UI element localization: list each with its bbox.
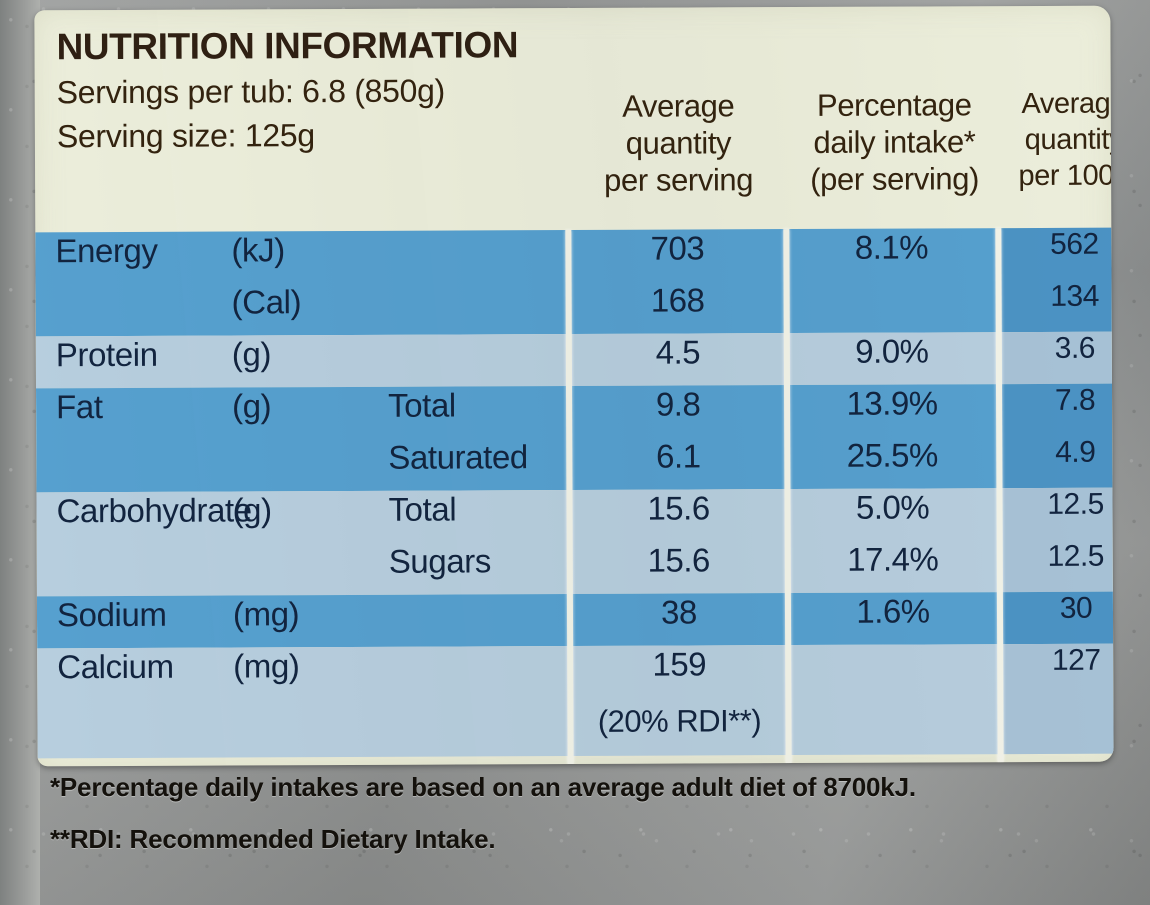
table-row: Carbohydrate (g) Total 15.6 5.0% 12.5 <box>36 488 1112 545</box>
row-sub-label: Total <box>388 386 456 424</box>
row-nutrient-name: Fat <box>56 388 103 426</box>
table-row: Sugars 15.6 17.4% 12.5 <box>37 540 1113 597</box>
row-value-per-serving: 38 <box>661 593 697 631</box>
row-value-per-serving: 159 <box>652 645 707 683</box>
panel-header: NUTRITION INFORMATION Servings per tub: … <box>34 6 1114 225</box>
row-nutrient-name: Calcium <box>57 647 174 686</box>
row-value-daily-intake: 25.5% <box>846 436 938 474</box>
row-value-per-100g: 562 <box>1050 227 1099 261</box>
row-value-daily-intake: 13.9% <box>846 384 938 422</box>
row-value-daily-intake: 9.0% <box>855 332 929 370</box>
row-value-per-100g: 134 <box>1050 279 1099 313</box>
table-row: Calcium (mg) 159 127 <box>37 644 1113 701</box>
nutrition-table: Energy (kJ) 703 8.1% 562 (Cal) 168 134 Protein (g… <box>35 227 1114 767</box>
nutrition-information-panel: NUTRITION INFORMATION Servings per tub: … <box>34 5 1114 767</box>
row-value-per-serving: 15.6 <box>647 541 710 579</box>
row-nutrient-name: Sodium <box>56 595 167 634</box>
column-header-per-serving-line1: Average <box>622 88 735 124</box>
column-header-per-100g-line3: per 100g <box>1018 159 1114 193</box>
table-rows: Energy (kJ) 703 8.1% 562 (Cal) 168 134 Protein (g… <box>35 228 1111 739</box>
row-unit: (mg) <box>232 595 300 633</box>
column-header-per-100g-line2: quantity <box>1024 123 1114 157</box>
row-nutrient-name: Energy <box>55 231 158 270</box>
row-unit: (g) <box>232 491 272 529</box>
column-header-per-100g: Average quantity per 100g <box>1001 85 1114 194</box>
row-value-per-100g: 4.9 <box>1055 435 1096 469</box>
page-title: NUTRITION INFORMATION <box>56 24 519 68</box>
table-row: Saturated 6.1 25.5% 4.9 <box>36 436 1112 493</box>
row-value-per-serving: 703 <box>650 229 705 267</box>
serving-size: Serving size: 125g <box>56 117 315 155</box>
row-value-per-100g: 30 <box>1059 591 1093 625</box>
row-unit: (kJ) <box>231 231 285 269</box>
row-unit: (mg) <box>233 647 300 685</box>
row-value-per-serving: 4.5 <box>655 333 701 371</box>
row-value-daily-intake: 8.1% <box>854 228 929 266</box>
footnote-rdi: **RDI: Recommended Dietary Intake. <box>50 824 496 854</box>
column-header-per-serving-line3: per serving <box>604 162 754 198</box>
column-header-daily-intake: Percentage daily intake* (per serving) <box>787 86 1002 198</box>
row-value-per-100g: 3.6 <box>1054 331 1096 365</box>
row-value-per-100g: 12.5 <box>1047 539 1105 573</box>
row-nutrient-name: Carbohydrate <box>56 491 252 530</box>
column-header-daily-intake-line2: daily intake* <box>813 124 976 160</box>
row-value-per-serving: 6.1 <box>656 437 701 475</box>
table-row: Fat (g) Total 9.8 13.9% 7.8 <box>36 384 1112 441</box>
row-unit: (Cal) <box>231 283 302 321</box>
row-nutrient-name: Protein <box>55 335 158 374</box>
column-header-per-100g-line1: Average <box>1021 87 1114 121</box>
footnote-percentage-daily-intake: *Percentage daily intakes are based on a… <box>50 772 916 802</box>
column-header-daily-intake-line3: (per serving) <box>810 161 980 197</box>
row-value-per-serving: 168 <box>650 281 705 319</box>
row-value-daily-intake: 5.0% <box>855 488 930 526</box>
table-row: Energy (kJ) 703 8.1% 562 <box>35 228 1111 285</box>
column-header-per-serving: Average quantity per serving <box>571 87 786 199</box>
row-value-per-100g: 7.8 <box>1054 383 1096 417</box>
calcium-rdi-note: (20% RDI**) <box>597 703 762 739</box>
servings-per-tub: Servings per tub: 6.8 (850g) <box>56 72 446 111</box>
row-value-per-serving: 9.8 <box>655 385 701 423</box>
table-row: (Cal) 168 134 <box>36 280 1112 337</box>
table-row: Protein (g) 4.5 9.0% 3.6 <box>36 332 1112 389</box>
row-value-daily-intake: 1.6% <box>856 592 930 630</box>
row-value-per-serving: 15.6 <box>647 489 710 527</box>
row-sub-label: Saturated <box>388 438 528 476</box>
column-header-per-serving-line2: quantity <box>625 125 732 161</box>
table-row: Sodium (mg) 38 1.6% 30 <box>37 592 1113 649</box>
row-value-daily-intake: 17.4% <box>847 540 939 578</box>
row-unit: (g) <box>231 335 272 373</box>
row-value-per-100g: 127 <box>1051 643 1101 677</box>
row-value-per-100g: 12.5 <box>1047 487 1104 521</box>
row-sub-label: Total <box>388 490 457 528</box>
row-unit: (g) <box>232 387 272 425</box>
row-sub-label: Sugars <box>388 542 492 580</box>
column-header-daily-intake-line1: Percentage <box>816 87 972 123</box>
